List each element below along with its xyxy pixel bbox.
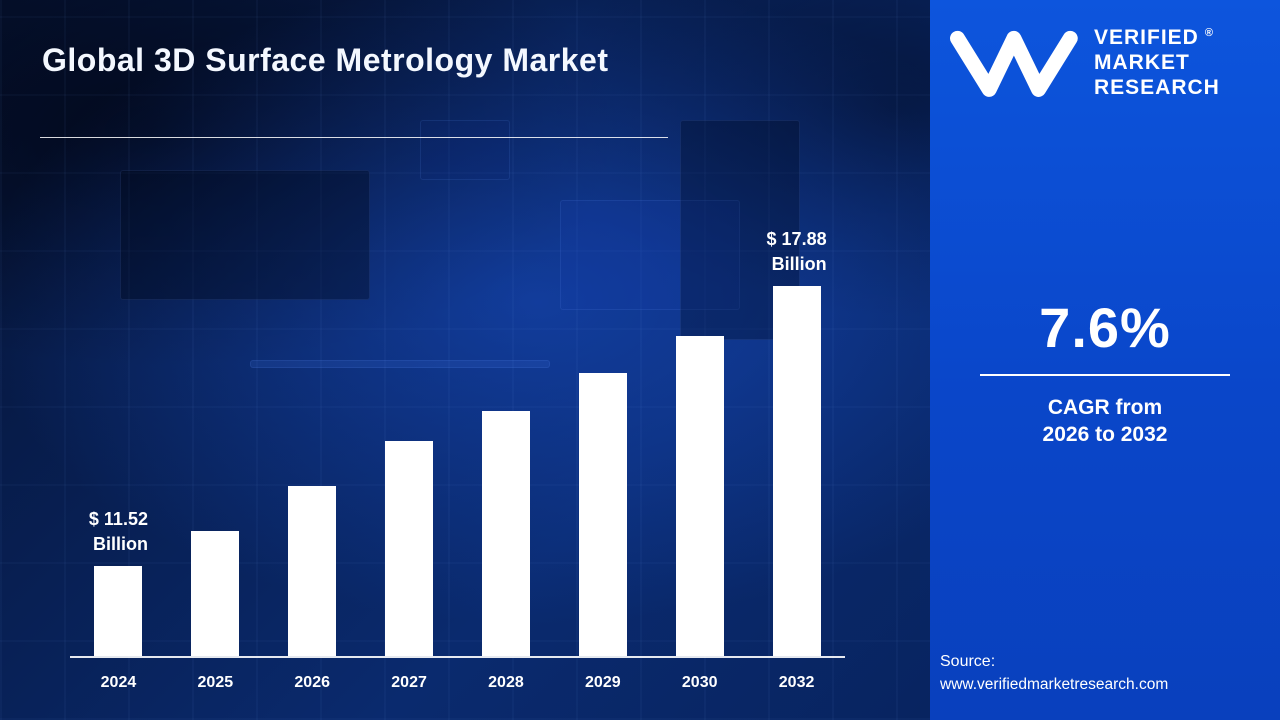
cagr-caption-line1: CAGR from: [1047, 396, 1163, 419]
x-axis-labels: 2024 2025 2026 2027 2028 2029 2030 2032: [70, 658, 845, 692]
page-title: Global 3D Surface Metrology Market: [42, 42, 609, 78]
source-url[interactable]: www.verifiedmarketresearch.com: [940, 675, 1169, 693]
cagr-caption-line2: 2026 to 2032: [1042, 423, 1168, 447]
x-axis-line: [70, 656, 845, 658]
bar-2024: [94, 566, 143, 656]
logo-line-verified: VERIFIED ®: [1094, 26, 1214, 49]
x-label-2026: 2026: [294, 674, 330, 691]
cagr-caption: CAGR from 2026 to 2032: [930, 394, 1280, 449]
bar-value-label-2024: $ 11.52 Billion: [88, 509, 148, 554]
cagr-block: 7.6% CAGR from 2026 to 2032: [930, 295, 1280, 449]
circuit-trace-decoration: [120, 170, 370, 300]
bar-2028: [481, 411, 530, 656]
info-panel: VERIFIED ® MARKET RESEARCH 7.6% CAGR from…: [930, 0, 1280, 720]
bar-2027: [385, 441, 434, 656]
bar-2032: [772, 286, 821, 656]
source-block: Source: www.verifiedmarketresearch.com: [940, 650, 1270, 696]
bars-row: $ 11.52 Billion $ 17.88 Billion: [70, 216, 845, 656]
registered-mark: ®: [1204, 27, 1214, 39]
bar-column-2032: $ 17.88 Billion: [748, 216, 845, 656]
bar-column-2024: $ 11.52 Billion: [70, 216, 167, 656]
bar-2030: [675, 336, 724, 656]
x-label-2030: 2030: [681, 674, 718, 691]
x-label-2032: 2032: [778, 674, 815, 691]
bar-column-2027: [361, 216, 458, 656]
circuit-trace-decoration: [420, 120, 510, 180]
cagr-value: 7.6%: [1039, 296, 1171, 359]
bar-column-2026: [264, 216, 361, 656]
bar-2026: [288, 486, 337, 656]
bar-2029: [578, 373, 627, 656]
logo-line-research: RESEARCH: [1094, 75, 1220, 99]
vmr-logo-text: VERIFIED ® MARKET RESEARCH: [1094, 26, 1220, 100]
bar-column-2029: [554, 216, 651, 656]
x-label-2029: 2029: [585, 674, 621, 691]
x-label-2024: 2024: [100, 674, 137, 691]
bar-2025: [191, 531, 240, 656]
bar-value-label-2032: $ 17.88 Billion: [766, 229, 827, 274]
x-label-2028: 2028: [488, 674, 524, 691]
bar-column-2030: [651, 216, 748, 656]
circuit-trace-decoration: [560, 200, 740, 310]
cagr-underline: [980, 374, 1230, 376]
x-label-2027: 2027: [391, 674, 427, 691]
x-label-2025: 2025: [197, 674, 234, 691]
bar-chart: $ 11.52 Billion $ 17.88 Billion 2024 2025 202…: [70, 216, 845, 692]
circuit-trace-decoration: [250, 360, 550, 368]
vmr-monogram-icon: [950, 30, 1078, 98]
title-underline: [40, 137, 668, 138]
bar-column-2025: [167, 216, 264, 656]
bar-column-2028: [458, 216, 555, 656]
logo-line-market: MARKET: [1094, 50, 1190, 74]
source-label: Source:: [940, 653, 996, 671]
vmr-logo: VERIFIED ® MARKET RESEARCH: [944, 26, 1220, 100]
